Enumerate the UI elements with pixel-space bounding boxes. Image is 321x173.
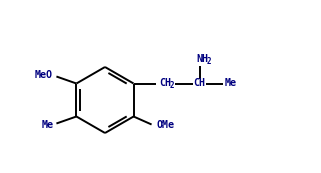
Text: NH: NH bbox=[196, 54, 209, 65]
Text: OMe: OMe bbox=[157, 121, 175, 130]
Text: MeO: MeO bbox=[34, 71, 52, 80]
Text: Me: Me bbox=[225, 79, 237, 89]
Text: CH: CH bbox=[160, 79, 172, 89]
Text: CH: CH bbox=[194, 79, 205, 89]
Text: 2: 2 bbox=[207, 57, 211, 66]
Text: Me: Me bbox=[41, 120, 53, 130]
Text: 2: 2 bbox=[169, 81, 174, 90]
